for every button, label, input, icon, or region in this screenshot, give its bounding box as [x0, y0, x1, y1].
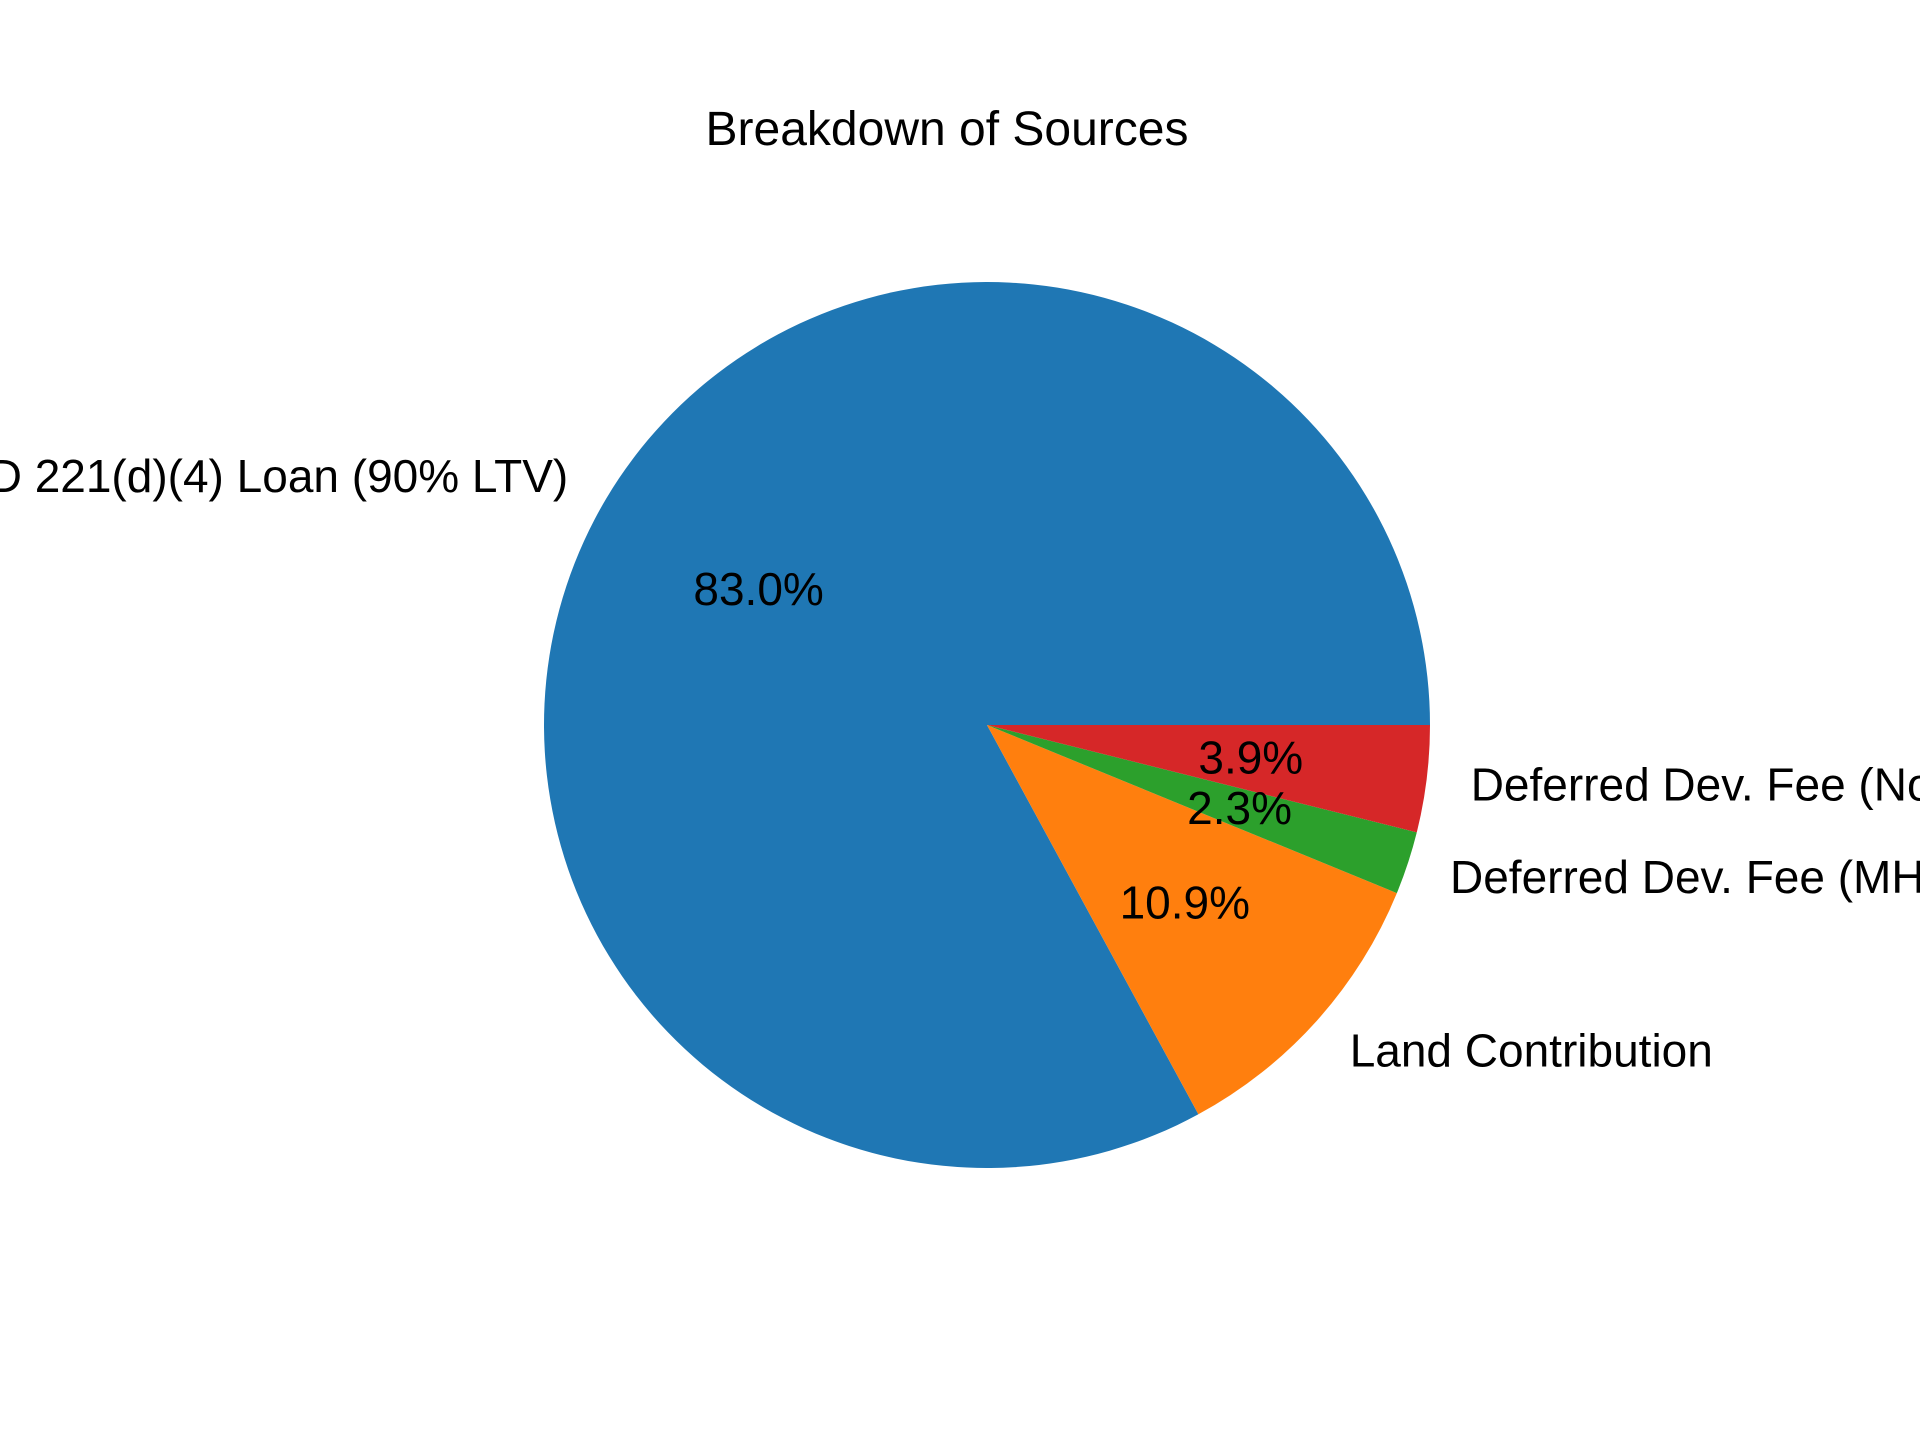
slice-label-deferred-dev-fee-mh: Deferred Dev. Fee (MH [1450, 851, 1920, 903]
pct-label-deferred-dev-fee-no: 3.9% [1198, 732, 1303, 784]
slice-label-deferred-dev-fee-no: Deferred Dev. Fee (No [1471, 759, 1920, 811]
pie-slice-deferred-dev-fee-mh [987, 725, 1417, 894]
slice-label-land-contribution: Land Contribution [1350, 1025, 1713, 1077]
pct-label-land-contribution: 10.9% [1120, 877, 1250, 929]
pie-slice-land-contribution [987, 725, 1397, 1115]
pie-slice-deferred-dev-fee-no [987, 725, 1430, 833]
pie-slice-d-221-d-4-loan-90-ltv [544, 281, 1430, 1168]
pie-slices-group [544, 281, 1430, 1168]
slice-label-d-221-d-4-loan-90-ltv: D 221(d)(4) Loan (90% LTV) [0, 450, 568, 502]
pct-label-d-221-d-4-loan-90-ltv: 83.0% [693, 563, 823, 615]
pie-labels-group: 83.0% D 221(d)(4) Loan (90% LTV) 10.9% Land… [0, 450, 1920, 1077]
chart-title: Breakdown of Sources [706, 103, 1189, 156]
pct-label-deferred-dev-fee-mh: 2.3% [1187, 782, 1292, 834]
